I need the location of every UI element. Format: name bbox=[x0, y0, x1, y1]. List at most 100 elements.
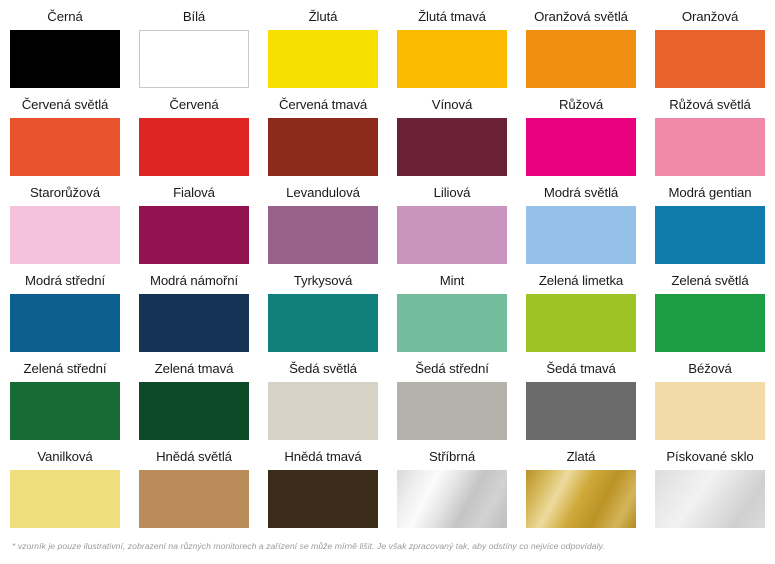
swatch-color-chip[interactable] bbox=[268, 118, 378, 176]
swatch-cell[interactable]: Červená tmavá bbox=[268, 92, 378, 180]
swatch-color-chip[interactable] bbox=[655, 470, 765, 528]
swatch-label: Růžová světlá bbox=[669, 97, 751, 112]
swatch-cell[interactable]: Bílá bbox=[139, 4, 249, 92]
swatch-color-chip[interactable] bbox=[655, 294, 765, 352]
swatch-color-chip[interactable] bbox=[10, 382, 120, 440]
swatch-cell[interactable]: Pískované sklo bbox=[655, 444, 765, 532]
swatch-label: Fialová bbox=[173, 185, 215, 200]
swatch-cell[interactable]: Červená světlá bbox=[10, 92, 120, 180]
swatch-label: Levandulová bbox=[286, 185, 360, 200]
swatch-label: Pískované sklo bbox=[666, 449, 754, 464]
palette-footnote: * vzorník je pouze ilustrativní, zobraze… bbox=[12, 541, 605, 551]
swatch-color-chip[interactable] bbox=[268, 382, 378, 440]
swatch-color-chip[interactable] bbox=[10, 470, 120, 528]
swatch-cell[interactable]: Žlutá bbox=[268, 4, 378, 92]
swatch-cell[interactable]: Levandulová bbox=[268, 180, 378, 268]
swatch-cell[interactable]: Zlatá bbox=[526, 444, 636, 532]
swatch-color-chip[interactable] bbox=[655, 206, 765, 264]
swatch-label: Tyrkysová bbox=[293, 273, 353, 288]
swatch-label: Červená tmavá bbox=[278, 97, 368, 112]
swatch-color-chip[interactable] bbox=[526, 118, 636, 176]
swatch-cell[interactable]: Červená bbox=[139, 92, 249, 180]
swatch-color-chip[interactable] bbox=[268, 30, 378, 88]
swatch-color-chip[interactable] bbox=[268, 206, 378, 264]
swatch-cell[interactable]: Modrá gentian bbox=[655, 180, 765, 268]
swatch-label: Zelená tmavá bbox=[154, 361, 234, 376]
swatch-cell[interactable]: Hnědá světlá bbox=[139, 444, 249, 532]
swatch-color-chip[interactable] bbox=[397, 294, 507, 352]
swatch-label: Starorůžová bbox=[29, 185, 100, 200]
swatch-color-chip[interactable] bbox=[526, 30, 636, 88]
swatch-color-chip[interactable] bbox=[397, 206, 507, 264]
swatch-cell[interactable]: Růžová bbox=[526, 92, 636, 180]
swatch-color-chip[interactable] bbox=[397, 470, 507, 528]
swatch-cell[interactable]: Šedá světlá bbox=[268, 356, 378, 444]
swatch-label: Béžová bbox=[688, 361, 732, 376]
swatch-cell[interactable]: Fialová bbox=[139, 180, 249, 268]
swatch-label: Hnědá tmavá bbox=[284, 449, 362, 464]
swatch-color-chip[interactable] bbox=[139, 382, 249, 440]
swatch-cell[interactable]: Žlutá tmavá bbox=[397, 4, 507, 92]
swatch-cell[interactable]: Zelená limetka bbox=[526, 268, 636, 356]
swatch-label: Hnědá světlá bbox=[156, 449, 232, 464]
swatch-cell[interactable]: Liliová bbox=[397, 180, 507, 268]
swatch-cell[interactable]: Oranžová světlá bbox=[526, 4, 636, 92]
swatch-color-chip[interactable] bbox=[139, 206, 249, 264]
swatch-color-chip[interactable] bbox=[268, 470, 378, 528]
swatch-cell[interactable]: Oranžová bbox=[655, 4, 765, 92]
swatch-color-chip[interactable] bbox=[10, 206, 120, 264]
swatch-cell[interactable]: Zelená střední bbox=[10, 356, 120, 444]
swatch-label: Bílá bbox=[182, 9, 206, 24]
swatch-color-chip[interactable] bbox=[526, 294, 636, 352]
swatch-cell[interactable]: Starorůžová bbox=[10, 180, 120, 268]
swatch-cell[interactable]: Šedá střední bbox=[397, 356, 507, 444]
swatch-cell[interactable]: Modrá námořní bbox=[139, 268, 249, 356]
swatch-color-chip[interactable] bbox=[655, 118, 765, 176]
swatch-cell[interactable]: Černá bbox=[10, 4, 120, 92]
swatch-cell[interactable]: Modrá střední bbox=[10, 268, 120, 356]
swatch-label: Šedá světlá bbox=[289, 361, 357, 376]
swatch-cell[interactable]: Zelená světlá bbox=[655, 268, 765, 356]
swatch-label: Oranžová světlá bbox=[534, 9, 628, 24]
swatch-color-chip[interactable] bbox=[526, 470, 636, 528]
swatch-color-chip[interactable] bbox=[655, 382, 765, 440]
swatch-color-chip[interactable] bbox=[655, 30, 765, 88]
swatch-color-chip[interactable] bbox=[139, 470, 249, 528]
swatch-color-chip[interactable] bbox=[397, 118, 507, 176]
swatch-cell[interactable]: Vínová bbox=[397, 92, 507, 180]
swatch-color-chip[interactable] bbox=[526, 382, 636, 440]
swatch-color-chip[interactable] bbox=[526, 206, 636, 264]
swatch-cell[interactable]: Mint bbox=[397, 268, 507, 356]
swatch-color-chip[interactable] bbox=[268, 294, 378, 352]
swatch-color-chip[interactable] bbox=[139, 30, 249, 88]
swatch-label: Modrá střední bbox=[24, 273, 106, 288]
swatch-label: Modrá námořní bbox=[149, 273, 239, 288]
swatch-color-chip[interactable] bbox=[139, 118, 249, 176]
swatch-label: Stříbrná bbox=[428, 449, 476, 464]
swatch-color-chip[interactable] bbox=[10, 294, 120, 352]
swatch-cell[interactable]: Vanilková bbox=[10, 444, 120, 532]
swatch-label: Vínová bbox=[431, 97, 473, 112]
swatch-label: Černá bbox=[47, 9, 83, 24]
swatch-label: Červená bbox=[169, 97, 219, 112]
swatch-cell[interactable]: Růžová světlá bbox=[655, 92, 765, 180]
swatch-label: Zelená limetka bbox=[538, 273, 624, 288]
swatch-cell[interactable]: Tyrkysová bbox=[268, 268, 378, 356]
swatch-color-chip[interactable] bbox=[397, 382, 507, 440]
swatch-label: Oranžová bbox=[681, 9, 739, 24]
swatch-label: Žlutá tmavá bbox=[418, 9, 486, 24]
swatch-label: Modrá gentian bbox=[668, 185, 752, 200]
swatch-label: Modrá světlá bbox=[543, 185, 619, 200]
swatch-color-chip[interactable] bbox=[10, 30, 120, 88]
swatch-cell[interactable]: Modrá světlá bbox=[526, 180, 636, 268]
swatch-color-chip[interactable] bbox=[139, 294, 249, 352]
swatch-label: Červená světlá bbox=[21, 97, 109, 112]
swatch-cell[interactable]: Šedá tmavá bbox=[526, 356, 636, 444]
swatch-color-chip[interactable] bbox=[397, 30, 507, 88]
swatch-cell[interactable]: Béžová bbox=[655, 356, 765, 444]
swatch-label: Šedá tmavá bbox=[546, 361, 616, 376]
swatch-cell[interactable]: Stříbrná bbox=[397, 444, 507, 532]
swatch-cell[interactable]: Hnědá tmavá bbox=[268, 444, 378, 532]
swatch-color-chip[interactable] bbox=[10, 118, 120, 176]
swatch-cell[interactable]: Zelená tmavá bbox=[139, 356, 249, 444]
